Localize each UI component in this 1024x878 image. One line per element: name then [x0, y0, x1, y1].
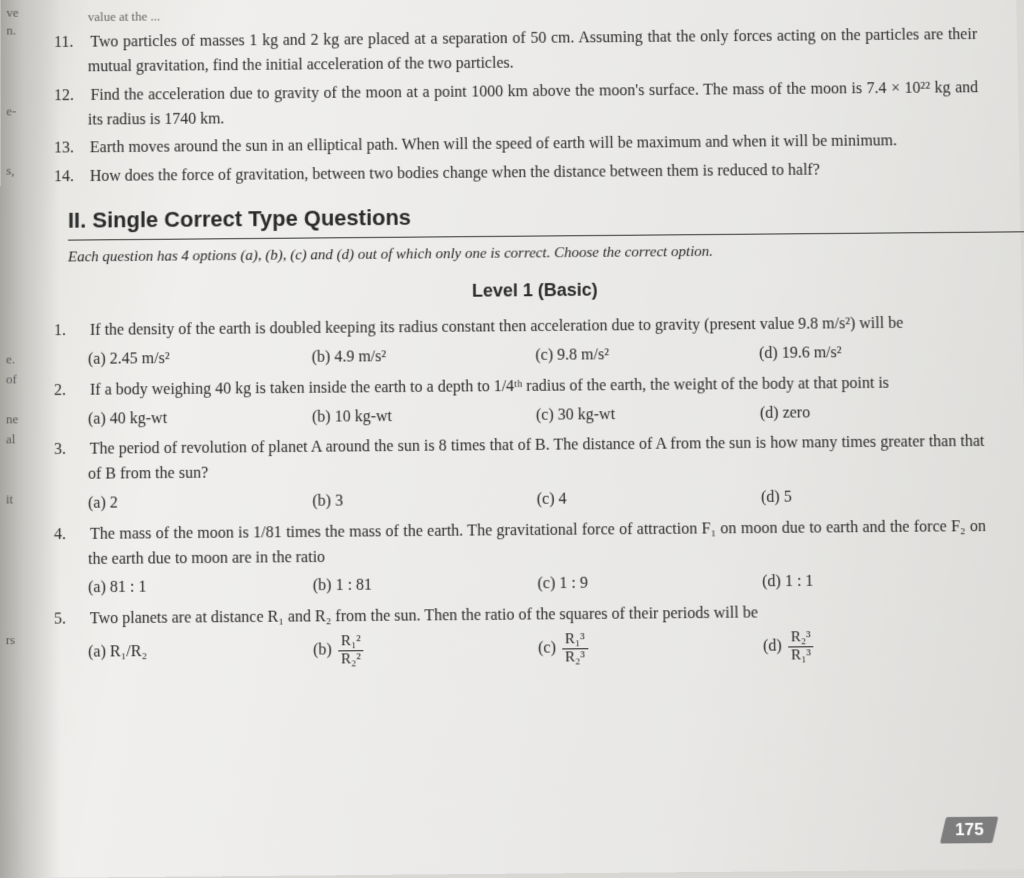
mcq-5-options: (a) R₁/R₂ (b) R₁² R₂² (c) R₁³ R₂³ (d) R₂… — [88, 629, 988, 670]
page-content: value at the ... 11. Two particles of ma… — [88, 0, 989, 670]
mcq-4: 4. The mass of the moon is 1/81 times th… — [88, 515, 987, 573]
margin-fragment: al — [6, 414, 15, 464]
mcq-1-options: (a) 2.45 m/s² (b) 4.9 m/s² (c) 9.8 m/s² … — [88, 340, 983, 373]
option-c: (c) 30 kg-wt — [536, 401, 760, 428]
option-d: (d) 1 : 1 — [762, 569, 987, 596]
question-text: How does the force of gravitation, betwe… — [90, 162, 820, 185]
fraction-num: R₁³ — [562, 632, 588, 649]
option-b: (b) 3 — [312, 488, 537, 515]
option-c: (c) R₁³ R₂³ — [538, 630, 763, 665]
fraction: R₁² R₂² — [338, 634, 364, 668]
section-note: Each question has 4 options (a), (b), (c… — [68, 239, 981, 270]
mcq-3: 3. The period of revolution of planet A … — [88, 430, 985, 487]
option-a: (a) 81 : 1 — [88, 574, 313, 601]
option-b: (b) 4.9 m/s² — [312, 344, 536, 371]
level-heading: Level 1 (Basic) — [88, 274, 982, 310]
option-c: (c) 1 : 9 — [537, 571, 762, 598]
option-a: (a) 2.45 m/s² — [88, 346, 312, 373]
option-b: (b) 10 kg-wt — [312, 403, 536, 430]
option-d: (d) R₂³ R₁³ — [763, 629, 988, 664]
fraction-num: R₁² — [338, 634, 364, 651]
fraction: R₂³ R₁³ — [788, 630, 814, 663]
question-text: The period of revolution of planet A aro… — [88, 433, 985, 483]
question-text: If a body weighing 40 kg is taken inside… — [90, 375, 889, 399]
question-text: Earth moves around the sun in an ellipti… — [90, 133, 897, 157]
option-a: (a) 40 kg-wt — [88, 405, 312, 432]
mcq-5: 5. Two planets are at distance R₁ and R₂… — [88, 600, 988, 633]
question-text: Find the acceleration due to gravity of … — [88, 79, 978, 128]
fraction-den: R₁³ — [788, 647, 814, 663]
question-13: 13. Earth moves around the sun in an ell… — [88, 129, 979, 161]
question-text: Two planets are at distance R₁ and R₂ fr… — [90, 605, 758, 628]
option-b: (b) R₁² R₂² — [313, 632, 538, 667]
question-text: If the density of the earth is doubled k… — [90, 315, 903, 339]
section-title-text: Single Correct Type Questions — [92, 205, 411, 233]
margin-fragment: s, — [6, 146, 14, 196]
mcq-4-options: (a) 81 : 1 (b) 1 : 81 (c) 1 : 9 (d) 1 : … — [88, 569, 987, 602]
option-d: (d) zero — [760, 399, 984, 426]
textbook-page: ve n. e- s, e. of ne al it rs value at t… — [0, 0, 1024, 878]
margin-fragment: it — [6, 474, 13, 524]
margin-fragment: rs — [6, 615, 15, 665]
question-11: 11. Two particles of masses 1 kg and 2 k… — [88, 23, 978, 80]
page-number-badge: 175 — [940, 817, 999, 844]
option-b: (b) 1 : 81 — [313, 572, 538, 599]
section-heading: II. Single Correct Type Questions — [68, 196, 981, 238]
cutoff-line: value at the ... — [88, 0, 977, 27]
question-text: Two particles of masses 1 kg and 2 kg ar… — [88, 26, 977, 75]
option-c: (c) 4 — [537, 486, 762, 513]
margin-fragment: e- — [6, 87, 16, 136]
mcq-3-options: (a) 2 (b) 3 (c) 4 (d) 5 — [88, 484, 986, 517]
option-c: (c) 9.8 m/s² — [535, 342, 759, 369]
mcq-2: 2. If a body weighing 40 kg is taken ins… — [88, 371, 984, 404]
section-prefix: II. — [68, 208, 86, 233]
option-a: (a) 2 — [88, 490, 312, 517]
fraction-den: R₂³ — [562, 649, 588, 665]
margin-fragment: n. — [6, 6, 16, 55]
question-14: 14. How does the force of gravitation, b… — [88, 158, 980, 190]
option-d: (d) 19.6 m/s² — [759, 340, 983, 367]
mcq-1: 1. If the density of the earth is double… — [88, 311, 983, 343]
fraction-num: R₂³ — [788, 630, 814, 647]
question-12: 12. Find the acceleration due to gravity… — [88, 76, 979, 133]
fraction: R₁³ R₂³ — [562, 632, 588, 665]
fraction-den: R₂² — [338, 651, 364, 667]
option-a: (a) R₁/R₂ — [88, 639, 313, 666]
question-text: The mass of the moon is 1/81 times the m… — [88, 518, 986, 568]
mcq-2-options: (a) 40 kg-wt (b) 10 kg-wt (c) 30 kg-wt (… — [88, 399, 984, 432]
page-number: 175 — [955, 820, 984, 841]
option-d: (d) 5 — [761, 484, 986, 511]
